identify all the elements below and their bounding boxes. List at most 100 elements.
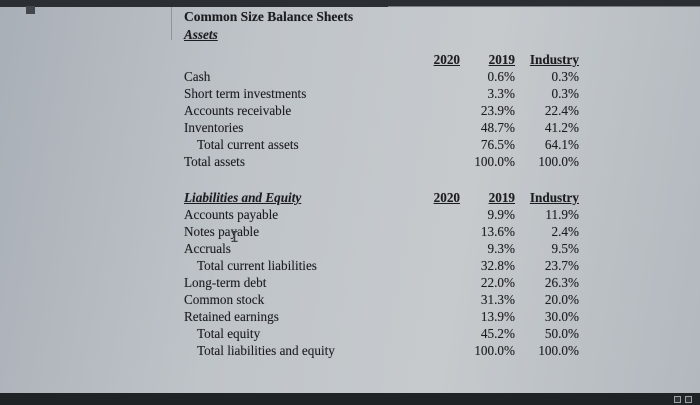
row-label: Total equity	[197, 326, 261, 341]
cell-industry: 26.3%	[544, 275, 579, 290]
liabilities-table: Liabilities and Equity 2020 2019 Industr…	[184, 189, 579, 359]
cell-2020	[420, 153, 460, 170]
table-row: Long-term debt 22.0% 26.3%	[184, 274, 579, 291]
table-row: Common stock 31.3% 20.0%	[184, 291, 579, 308]
cell-2019: 9.9%	[487, 207, 515, 222]
liabilities-heading-cell: Liabilities and Equity	[184, 189, 420, 206]
cell-2020	[420, 85, 460, 102]
row-label: Total liabilities and equity	[197, 343, 335, 358]
cell-2019: 0.6%	[487, 69, 515, 84]
cell-2020	[420, 342, 460, 359]
cell-industry: 50.0%	[544, 326, 579, 341]
cell-industry: 100.0%	[538, 154, 579, 169]
cell-industry: 100.0%	[538, 343, 579, 358]
cell-2020	[420, 308, 460, 325]
cell-industry: 2.4%	[551, 224, 579, 239]
cell-2020	[420, 291, 460, 308]
cell-2020	[420, 206, 460, 223]
row-label: Total assets	[184, 154, 245, 169]
row-label: Notes payable	[184, 224, 260, 239]
liabilities-section-heading: Liabilities and Equity	[184, 190, 302, 205]
table-row: Short term investments 3.3% 0.3%	[184, 85, 579, 102]
cell-2019: 48.7%	[480, 120, 515, 135]
row-label: Retained earnings	[184, 309, 279, 324]
cell-industry: 41.2%	[544, 120, 579, 135]
row-label: Accruals	[184, 241, 231, 256]
cell-2019: 9.3%	[487, 241, 515, 256]
cell-2019: 3.3%	[487, 86, 515, 101]
cell-2019: 45.2%	[480, 326, 515, 341]
row-label: Total current liabilities	[197, 258, 317, 273]
col-header-industry: Industry	[529, 190, 579, 205]
page-top-edge	[388, 6, 700, 7]
cell-2020	[420, 257, 460, 274]
col-header-2019: 2019	[488, 190, 515, 205]
table-row: Inventories 48.7% 41.2%	[184, 119, 579, 136]
cell-2019: 100.0%	[474, 154, 515, 169]
cell-industry: 11.9%	[545, 207, 579, 222]
row-label: Long-term debt	[184, 275, 267, 290]
cell-industry: 64.1%	[544, 137, 579, 152]
assets-section-heading: Assets	[184, 27, 218, 42]
row-label: Accounts payable	[184, 207, 279, 222]
cell-industry: 0.3%	[551, 69, 579, 84]
table-row: Total current liabilities 32.8% 23.7%	[184, 257, 579, 274]
screen-top-bezel	[0, 0, 700, 7]
row-label: Inventories	[184, 120, 244, 135]
cell-2019: 31.3%	[480, 292, 515, 307]
cell-2019: 32.8%	[480, 258, 515, 273]
assets-header-row: 2020 2019 Industry	[184, 51, 579, 68]
taskbar-icon[interactable]	[674, 395, 681, 403]
cell-2019: 13.9%	[480, 309, 515, 324]
cell-2020	[420, 240, 460, 257]
table-row: Accounts payable 9.9% 11.9%	[184, 206, 579, 223]
table-row: Total equity 45.2% 50.0%	[184, 325, 579, 342]
cell-2020	[420, 68, 460, 85]
taskbar	[0, 393, 700, 405]
cell-2020	[420, 102, 460, 119]
cell-2019: 100.0%	[474, 343, 515, 358]
table-row: Accruals 9.3% 9.5%	[184, 240, 579, 257]
assets-table: 2020 2019 Industry Cash 0.6% 0.3% Short …	[184, 51, 579, 170]
row-label: Total current assets	[197, 137, 299, 152]
table-row: Cash 0.6% 0.3%	[184, 68, 579, 85]
cell-industry: 23.7%	[544, 258, 579, 273]
table-row: Total assets 100.0% 100.0%	[184, 153, 579, 170]
text-cursor-icon: I	[230, 228, 240, 246]
table-row: Total current assets 76.5% 64.1%	[184, 136, 579, 153]
cell-2020	[420, 325, 460, 342]
cell-2019: 22.0%	[480, 275, 515, 290]
table-row: Retained earnings 13.9% 30.0%	[184, 308, 579, 325]
cell-2019: 76.5%	[480, 137, 515, 152]
header-label-spacer	[184, 51, 420, 68]
table-row: Notes payable 13.6% 2.4%	[184, 223, 579, 240]
cell-industry: 22.4%	[544, 103, 579, 118]
cell-2020	[420, 274, 460, 291]
col-header-2020: 2020	[433, 52, 460, 67]
table-row: Accounts receivable 23.9% 22.4%	[184, 102, 579, 119]
document-title: Common Size Balance Sheets	[184, 9, 354, 24]
cell-2020	[420, 119, 460, 136]
cell-2020	[420, 136, 460, 153]
cell-industry: 9.5%	[551, 241, 579, 256]
balance-sheet-document[interactable]: Common Size Balance Sheets Assets 2020 2…	[184, 8, 588, 359]
cell-2020	[420, 223, 460, 240]
col-header-2019: 2019	[488, 52, 515, 67]
bezel-notch	[26, 6, 35, 14]
row-label: Cash	[184, 69, 211, 84]
cell-industry: 0.3%	[551, 86, 579, 101]
liabilities-header-row: Liabilities and Equity 2020 2019 Industr…	[184, 189, 579, 206]
table-row: Total liabilities and equity 100.0% 100.…	[184, 342, 579, 359]
row-label: Short term investments	[184, 86, 307, 101]
cell-2019: 23.9%	[480, 103, 515, 118]
cell-industry: 20.0%	[544, 292, 579, 307]
row-label: Accounts receivable	[184, 103, 292, 118]
taskbar-icon[interactable]	[685, 395, 692, 403]
cell-2019: 13.6%	[480, 224, 515, 239]
col-header-2020: 2020	[433, 190, 460, 205]
col-header-industry: Industry	[529, 52, 579, 67]
row-label: Common stock	[184, 292, 265, 307]
cell-industry: 30.0%	[544, 309, 579, 324]
page-left-edge	[171, 7, 172, 40]
